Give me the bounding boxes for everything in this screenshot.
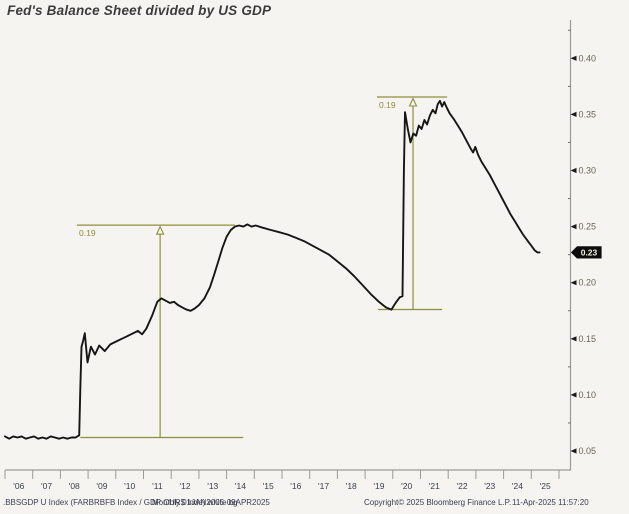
x-axis-year-label: '18 xyxy=(346,481,357,491)
y-axis-major-tick xyxy=(570,336,577,342)
balance-sheet-gdp-line xyxy=(4,99,541,440)
y-axis-major-tick xyxy=(570,448,577,454)
y-axis-major-tick xyxy=(570,224,577,230)
x-axis-year-label: '22 xyxy=(457,481,468,491)
footer-datetime: 11-Apr-2025 11:57:20 xyxy=(512,498,589,507)
x-axis-year-label: '25 xyxy=(540,481,551,491)
last-price-label: 0.23 xyxy=(581,247,598,257)
annotation-value-label: 0.19 xyxy=(79,228,96,238)
y-axis-major-tick xyxy=(570,392,577,398)
x-axis-year-label: '16 xyxy=(290,481,301,491)
footer-periodicity: Monthly 01JAN2005-09APR2025 xyxy=(152,498,270,507)
chart-title: Fed's Balance Sheet divided by US GDP xyxy=(7,3,272,18)
y-axis-major-tick xyxy=(570,280,577,286)
y-axis-tick-label: 0.10 xyxy=(579,390,597,400)
y-axis-major-tick xyxy=(570,167,577,174)
x-axis-year-label: '21 xyxy=(429,481,440,491)
footer-ticker-description: .BBSGDP U Index (FARBRBFB Index / GDP CU… xyxy=(3,498,238,507)
y-axis-tick-label: 0.25 xyxy=(579,222,597,232)
x-axis-year-label: '08 xyxy=(69,481,80,491)
y-axis-major-tick xyxy=(570,55,577,61)
x-axis-year-label: '23 xyxy=(484,481,495,491)
x-axis-year-label: '13 xyxy=(207,481,218,491)
x-axis-year-label: '12 xyxy=(180,481,191,491)
annotation-arrowhead xyxy=(155,225,165,235)
y-axis-tick-label: 0.20 xyxy=(579,278,597,288)
y-axis-major-tick xyxy=(570,111,577,117)
x-axis-year-label: '17 xyxy=(318,481,329,491)
x-axis-year-label: '15 xyxy=(263,481,274,491)
x-axis-year-label: '19 xyxy=(373,481,384,491)
y-axis-tick-label: 0.35 xyxy=(579,109,597,119)
x-axis-year-label: '24 xyxy=(512,481,523,491)
y-axis-tick-label: 0.40 xyxy=(579,53,597,63)
x-axis-year-label: '11 xyxy=(152,481,163,491)
x-axis-year-label: '14 xyxy=(235,481,246,491)
annotation-value-label: 0.19 xyxy=(379,100,396,110)
y-axis-tick-label: 0.05 xyxy=(579,446,597,456)
footer-copyright: Copyright© 2025 Bloomberg Finance L.P. xyxy=(364,498,512,507)
last-price-badge xyxy=(570,246,602,259)
x-axis-year-label: '20 xyxy=(401,481,412,491)
annotation-arrowhead xyxy=(408,97,418,107)
y-axis-tick-label: 0.15 xyxy=(579,334,597,344)
y-axis-tick-label: 0.30 xyxy=(579,166,597,176)
x-axis-year-label: '06 xyxy=(13,481,24,491)
x-axis-year-label: '10 xyxy=(124,481,135,491)
x-axis-year-label: '09 xyxy=(96,481,107,491)
x-axis-year-label: '07 xyxy=(41,481,52,491)
